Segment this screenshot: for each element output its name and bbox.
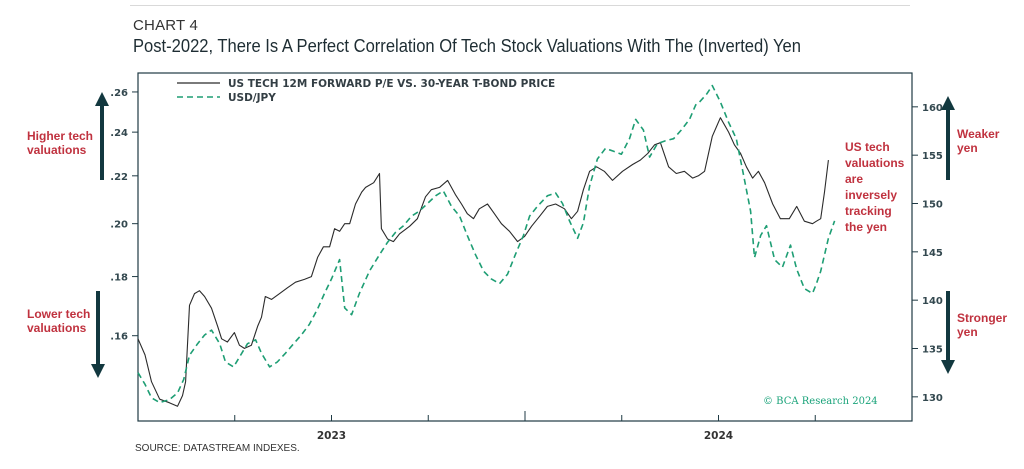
left-tick-label: .24 [110,128,128,139]
series-layer [137,84,836,407]
annotation-inverse-tracking: US tech valuations are inversely trackin… [845,139,904,235]
right-tick-label: 130 [922,393,943,404]
left-tick-label: .26 [110,88,128,99]
top-divider [130,5,910,6]
annotation-line: are [845,172,864,186]
annotation-line: the yen [845,220,888,234]
right-tick-label: 135 [922,345,943,356]
legend-label-tech-pe: US TECH 12M FORWARD P/E VS. 30-YEAR T-BO… [228,78,555,90]
left-axis: .16 .18 .20 .22 .24 .26 [110,88,138,343]
annotation-stronger-yen: Stronger yen [957,311,1007,339]
annotation-weaker-yen: Weaker yen [957,127,999,155]
chart-title: Post-2022, There Is A Perfect Correlatio… [133,36,801,56]
x-axis: 2023 2024 [234,411,816,442]
chart-number: CHART 4 [133,17,199,34]
annotation-line: inversely [845,188,898,202]
left-tick-label: .20 [110,220,128,231]
x-year-label: 2023 [317,430,346,442]
arrow-up-right-icon [941,96,955,180]
annotation-higher-tech-valuations: Higher tech valuations [27,129,93,157]
annotation-line: Higher tech [27,129,94,143]
series-usdjpy-line [137,84,836,404]
right-tick-label: 140 [922,296,943,307]
annotation-line: Weaker [957,127,1000,141]
annotation-line: valuations [845,156,905,170]
annotation-lower-tech-valuations: Lower tech valuations [27,307,90,335]
left-tick-label: .22 [110,172,128,183]
arrow-down-left-icon [91,291,105,378]
source-note: SOURCE: DATASTREAM INDEXES. [135,443,300,454]
right-axis: 130 135 140 145 150 155 160 [912,103,943,404]
arrow-up-left-icon [95,92,109,180]
right-tick-label: 155 [922,151,943,162]
annotation-line: yen [957,141,978,155]
annotation-line: tracking [845,204,892,218]
annotation-line: yen [957,325,978,339]
plot-frame [137,72,913,422]
annotation-line: Stronger [957,311,1008,325]
left-tick-label: .18 [110,273,128,284]
right-tick-label: 145 [922,248,943,259]
left-tick-label: .16 [110,332,128,343]
series-tech-pe-line [137,117,829,407]
arrow-down-right-icon [941,291,955,374]
right-tick-label: 150 [922,200,943,211]
right-tick-label: 160 [922,103,943,114]
legend-label-usdjpy: USD/JPY [228,92,276,104]
annotation-line: valuations [27,321,87,335]
x-year-label: 2024 [704,430,733,442]
annotation-line: US tech [845,140,890,154]
legend: US TECH 12M FORWARD P/E VS. 30-YEAR T-BO… [177,78,555,104]
annotation-line: Lower tech [27,307,91,321]
annotation-line: valuations [27,143,87,157]
copyright: © BCA Research 2024 [763,396,878,407]
